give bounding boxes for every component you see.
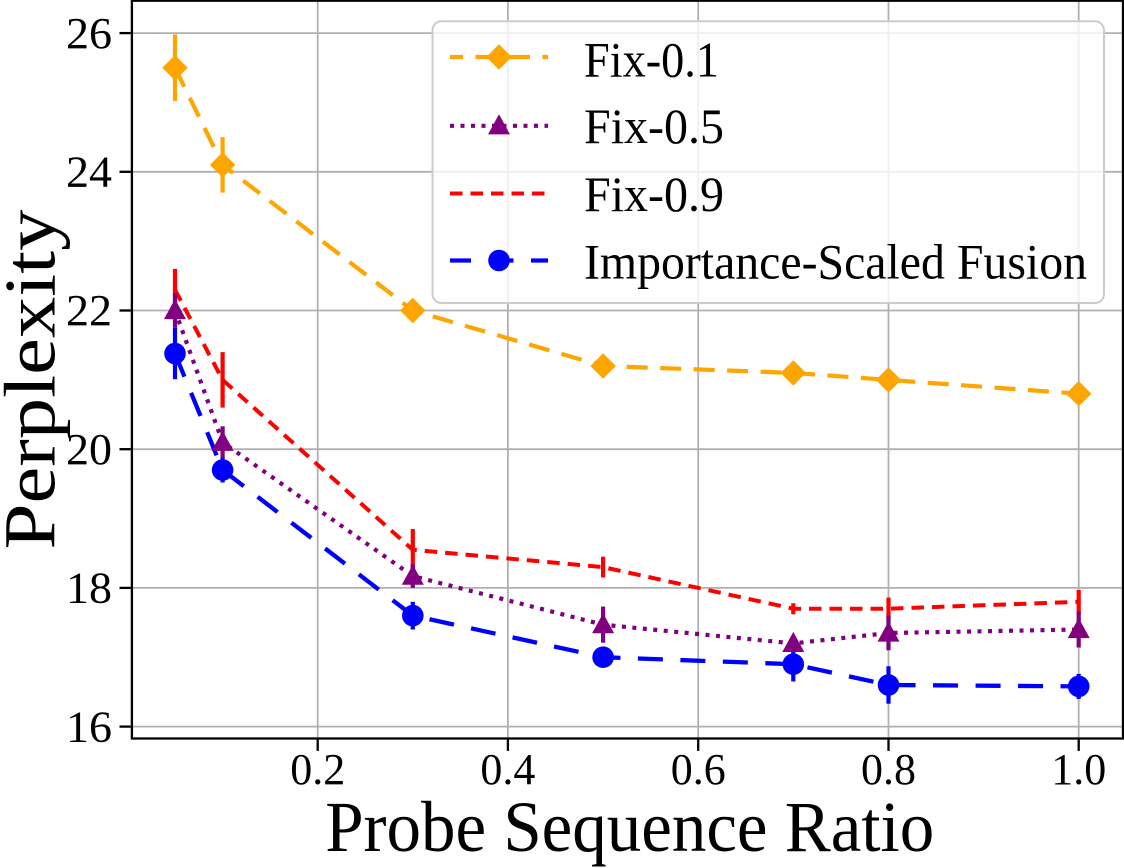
svg-text:20: 20 (66, 425, 112, 474)
svg-text:16: 16 (66, 702, 112, 751)
svg-text:24: 24 (66, 148, 112, 197)
svg-text:Fix-0.9: Fix-0.9 (584, 166, 724, 222)
svg-text:0.6: 0.6 (671, 745, 726, 794)
svg-text:0.8: 0.8 (861, 745, 916, 794)
svg-text:Probe Sequence Ratio: Probe Sequence Ratio (325, 787, 934, 867)
svg-text:1.0: 1.0 (1051, 745, 1106, 794)
svg-text:Fix-0.1: Fix-0.1 (584, 32, 719, 88)
svg-text:0.4: 0.4 (480, 745, 535, 794)
svg-text:Perplexity: Perplexity (0, 209, 71, 550)
svg-text:26: 26 (66, 9, 112, 58)
svg-text:Importance-Scaled Fusion: Importance-Scaled Fusion (584, 234, 1087, 290)
svg-text:18: 18 (66, 564, 112, 613)
svg-text:22: 22 (66, 286, 112, 335)
svg-text:Fix-0.5: Fix-0.5 (584, 98, 724, 154)
svg-text:0.2: 0.2 (290, 745, 345, 794)
